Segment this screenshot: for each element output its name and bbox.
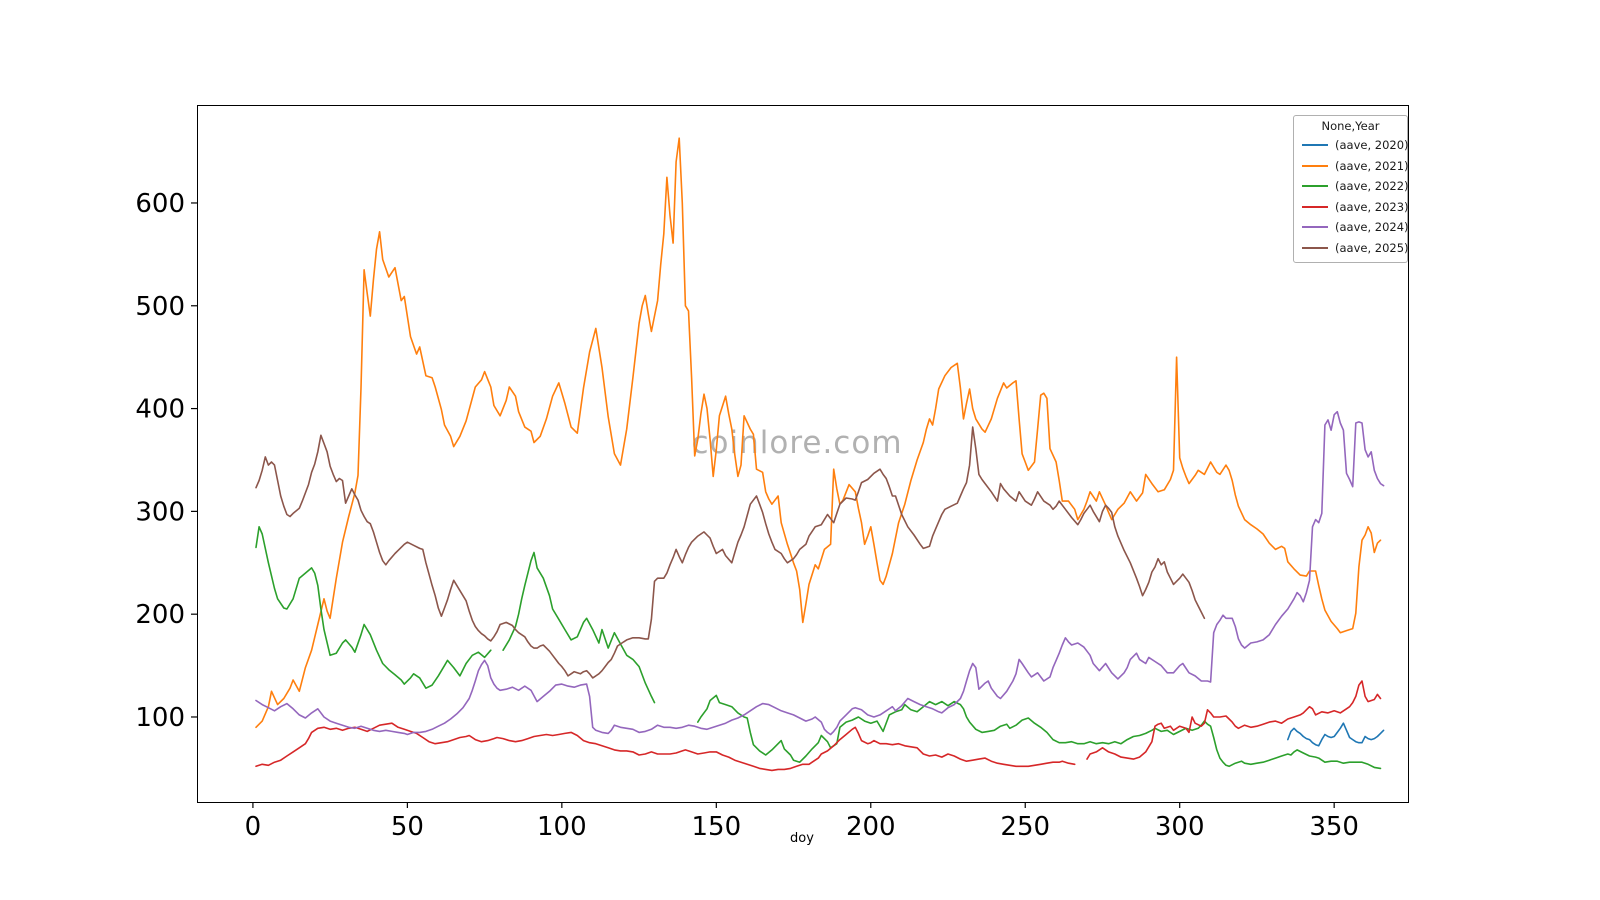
legend-line-swatch-2021 [1302, 164, 1328, 167]
legend-label: (aave, 2024) [1335, 220, 1409, 235]
legend-label: (aave, 2022) [1335, 179, 1409, 194]
watermark: coinlore.com [691, 425, 903, 461]
x-tick-label: 300 [1155, 812, 1205, 842]
x-tick-label: 150 [691, 812, 741, 842]
legend: None,Year (aave, 2020) (aave, 2021) (aave,… [1293, 115, 1409, 263]
y-tick-label: 300 [135, 497, 185, 527]
legend-line-swatch-2020 [1302, 144, 1328, 147]
series-2021-line [255, 137, 1382, 729]
series-2025-line [255, 426, 1206, 679]
x-tick-label: 350 [1309, 812, 1359, 842]
series-2022-line [255, 526, 492, 689]
y-tick-label: 100 [135, 703, 185, 733]
series-2024-line [255, 410, 1385, 736]
legend-item-2025: (aave, 2025) [1294, 238, 1409, 259]
y-tick-label: 200 [135, 600, 185, 630]
x-axis-label: doy [790, 831, 814, 846]
x-tick-label: 50 [391, 812, 424, 842]
x-tick-label: 200 [846, 812, 896, 842]
legend-item-2022: (aave, 2022) [1294, 176, 1409, 197]
legend-line-swatch-2023 [1302, 205, 1328, 208]
x-tick-label: 250 [1000, 812, 1050, 842]
series-2022-line [502, 551, 656, 704]
legend-item-2020: (aave, 2020) [1294, 135, 1409, 156]
series-2022-line [697, 694, 1382, 770]
legend-item-2024: (aave, 2024) [1294, 217, 1409, 238]
legend-label: (aave, 2023) [1335, 199, 1409, 214]
plot-frame [197, 105, 1409, 803]
legend-items: (aave, 2020) (aave, 2021) (aave, 2022) (aav… [1294, 135, 1409, 259]
series-2023-line [255, 722, 1076, 772]
series-2020-line [1287, 722, 1385, 747]
series-2023-line [1086, 680, 1382, 760]
y-tick-label: 600 [135, 189, 185, 219]
legend-item-2023: (aave, 2023) [1294, 197, 1409, 218]
y-tick-label: 400 [135, 395, 185, 425]
legend-title: None,Year [1321, 119, 1380, 133]
x-tick-label: 100 [537, 812, 587, 842]
legend-line-swatch-2024 [1302, 226, 1328, 229]
legend-line-swatch-2022 [1302, 185, 1328, 188]
legend-item-2021: (aave, 2021) [1294, 156, 1409, 177]
legend-label: (aave, 2025) [1335, 240, 1409, 255]
y-tick-label: 500 [135, 292, 185, 322]
x-tick-label: 0 [245, 812, 262, 842]
legend-label: (aave, 2021) [1335, 158, 1409, 173]
legend-label: (aave, 2020) [1335, 138, 1409, 153]
legend-line-swatch-2025 [1302, 246, 1328, 249]
